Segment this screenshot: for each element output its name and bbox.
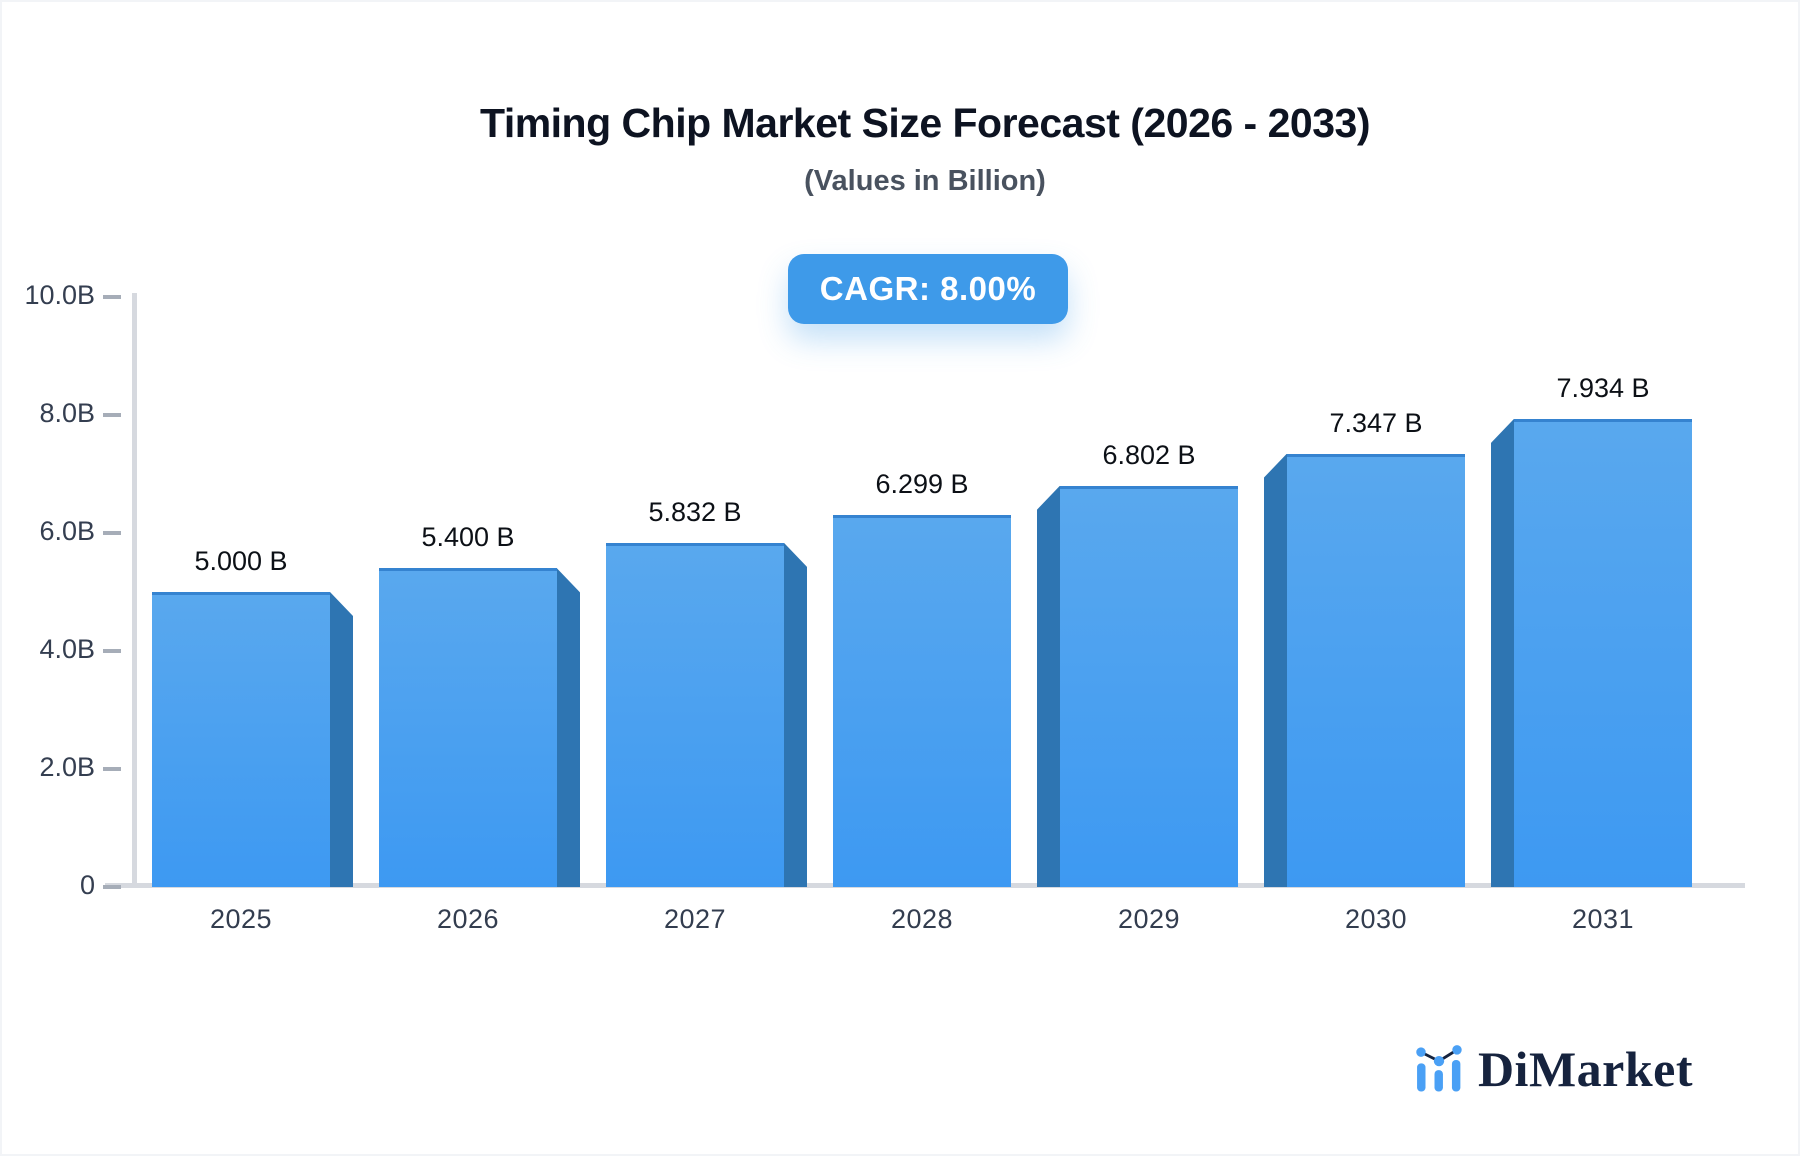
- x-axis-category-label: 2025: [209, 904, 273, 934]
- y-axis-tick-label: 8.0B: [39, 398, 95, 428]
- chart-title: Timing Chip Market Size Forecast (2026 -…: [480, 100, 1370, 146]
- bar-value-label: 5.000 B: [194, 546, 288, 576]
- bar: [606, 542, 784, 887]
- x-axis-category-label: 2030: [1344, 904, 1408, 934]
- bar-value-label: 5.400 B: [421, 522, 515, 553]
- bar-3d-side: [1491, 418, 1514, 887]
- y-axis-tick: [103, 413, 121, 417]
- bar-value-label: 5.832 B: [648, 496, 742, 527]
- x-axis-category-label: 2031: [1571, 904, 1635, 934]
- bar-value-label: 6.802 B: [1102, 439, 1196, 470]
- x-axis-category-label: 2029: [1117, 904, 1181, 934]
- brand-name: DiMarket: [1477, 1041, 1693, 1097]
- y-axis-tick-label: 6.0B: [39, 516, 95, 546]
- brand-watermark: DiMarket: [1412, 1040, 1693, 1098]
- bar-value-label: 7.934 B: [1556, 372, 1650, 403]
- y-axis-tick: [103, 649, 121, 653]
- y-axis-tick: [103, 531, 121, 535]
- bar-3d-side: [784, 542, 807, 887]
- bar: [1287, 453, 1465, 887]
- bar-value-label: 6.299 B: [875, 469, 969, 500]
- bar: [833, 515, 1011, 887]
- y-axis-tick-label: 2.0B: [39, 752, 95, 782]
- bar-3d-side: [1037, 485, 1060, 887]
- cagr-badge: CAGR: 8.00%: [788, 254, 1068, 324]
- dimarket-logo-icon: [1416, 1045, 1462, 1092]
- bar: [152, 592, 330, 887]
- y-axis-tick: [103, 295, 121, 299]
- bar: [1514, 418, 1692, 887]
- y-axis-line: [132, 293, 137, 887]
- bar-3d-side: [330, 592, 353, 887]
- bar-3d-side: [1264, 453, 1287, 887]
- bar: [1060, 485, 1238, 887]
- bar-value-label: 7.347 B: [1329, 407, 1423, 438]
- y-axis-tick-label: 0: [79, 870, 95, 900]
- bar-3d-side: [557, 568, 580, 887]
- y-axis-tick-label: 4.0B: [39, 634, 95, 664]
- chart-subtitle: (Values in Billion): [804, 165, 1046, 197]
- x-axis-category-label: 2026: [436, 904, 500, 934]
- x-axis-category-label: 2027: [663, 904, 727, 934]
- y-axis-tick: [103, 885, 121, 889]
- y-axis-tick-label: 10.0B: [24, 280, 95, 310]
- x-axis-category-label: 2028: [890, 904, 954, 934]
- bar: [379, 568, 557, 887]
- y-axis-tick: [103, 767, 121, 771]
